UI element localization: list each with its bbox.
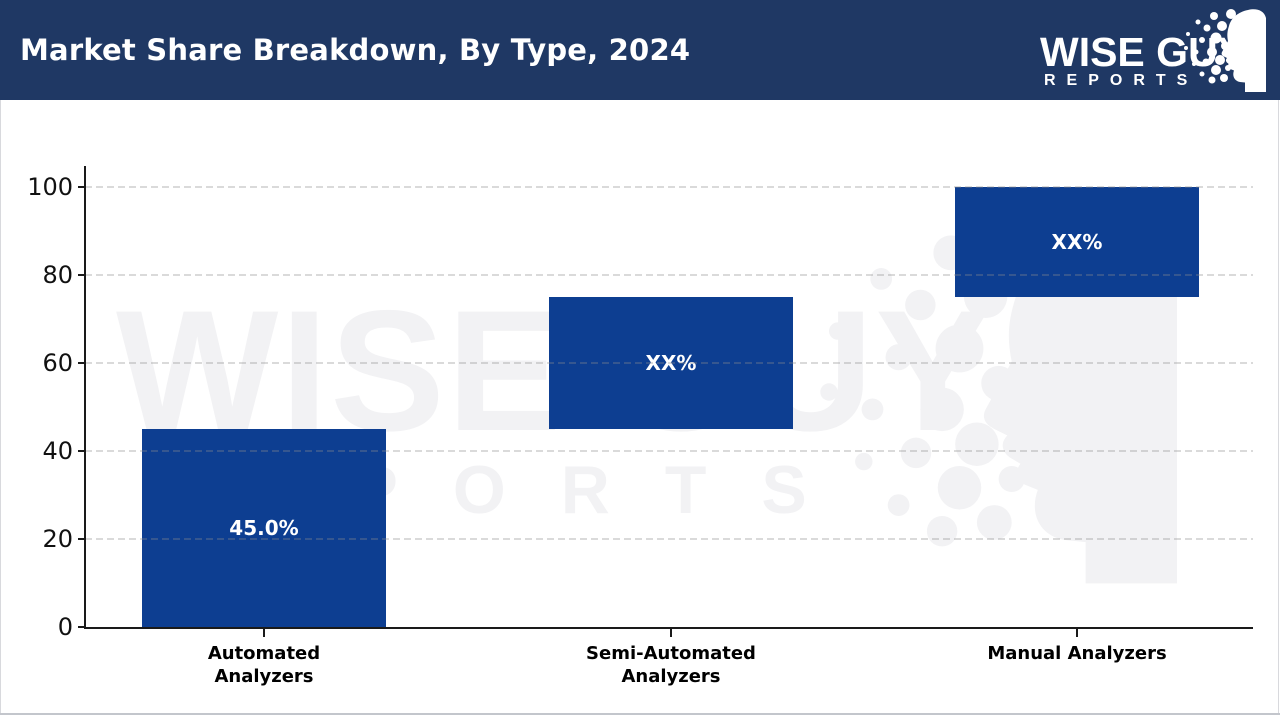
bar-3: XX% <box>955 186 1199 297</box>
x-axis <box>84 627 1253 629</box>
header: Market Share Breakdown, By Type, 2024 WI… <box>0 0 1280 100</box>
gridline-80 <box>85 273 1253 276</box>
y-tick-80 <box>78 273 85 276</box>
y-axis <box>84 166 86 629</box>
y-tick-20 <box>78 537 85 540</box>
y-tick-100 <box>78 185 85 188</box>
gridline-20 <box>85 537 1253 540</box>
gridline-40 <box>85 449 1253 452</box>
gridline-100 <box>85 185 1253 188</box>
bar-2: XX% <box>549 296 793 429</box>
bar-1: 45.0% <box>142 428 386 627</box>
y-tick-label-20: 20 <box>42 524 73 553</box>
y-tick-60 <box>78 361 85 364</box>
logo-reports-text: REPORTS <box>1044 72 1198 89</box>
y-tick-0 <box>78 626 85 628</box>
page-bottom-rule <box>0 713 1280 715</box>
x-tick-2 <box>670 629 672 637</box>
category-label-1: Automated Analyzers <box>207 643 321 687</box>
y-tick-label-80: 80 <box>42 260 73 289</box>
bar-value-label: 45.0% <box>229 515 299 540</box>
category-label-2: Semi-Automated Analyzers <box>586 643 756 687</box>
bar-value-label: XX% <box>1051 229 1103 254</box>
y-tick-40 <box>78 449 85 452</box>
logo-face-icon <box>1184 9 1266 92</box>
y-tick-label-40: 40 <box>42 436 73 465</box>
page-title: Market Share Breakdown, By Type, 2024 <box>20 33 691 67</box>
y-tick-label-0: 0 <box>57 613 73 641</box>
page-border-left <box>0 100 1 714</box>
x-tick-1 <box>263 629 265 637</box>
plot-area: 0 20 40 60 80 100 45.0% Automated Analyzers XX% S… <box>0 100 1280 713</box>
wise-guy-logo: WISE GUY REPORTS <box>1040 9 1266 92</box>
x-tick-3 <box>1076 629 1078 637</box>
page-border-right <box>1278 100 1279 714</box>
chart: WISE GUY REPORTS 0 20 40 60 80 100 45.0% Automa… <box>0 100 1280 713</box>
bar-value-label: XX% <box>645 350 697 375</box>
y-tick-label-60: 60 <box>42 348 73 377</box>
category-label-3: Manual Analyzers <box>987 643 1167 664</box>
y-tick-label-100: 100 <box>27 172 73 201</box>
gridline-60 <box>85 361 1253 364</box>
